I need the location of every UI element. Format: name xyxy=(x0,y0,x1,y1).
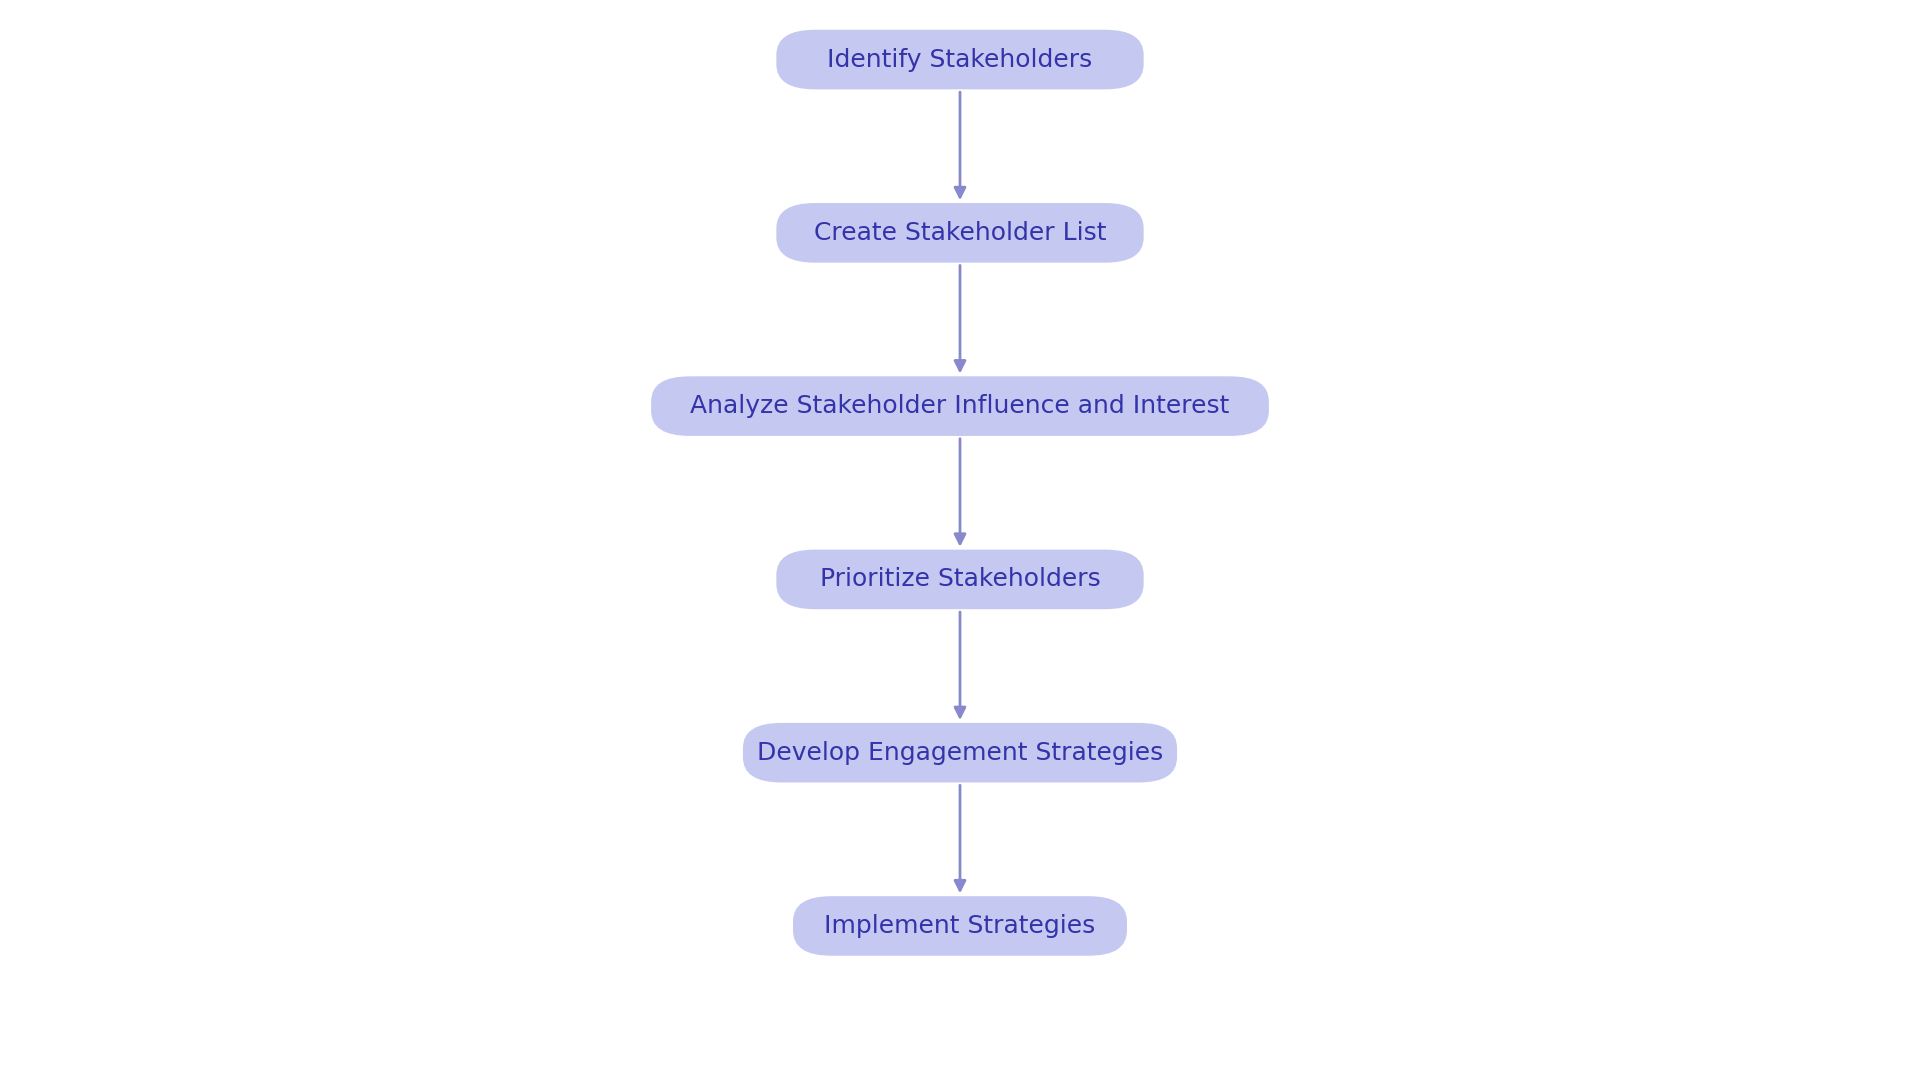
FancyBboxPatch shape xyxy=(651,377,1269,436)
FancyBboxPatch shape xyxy=(743,723,1177,782)
Text: Implement Strategies: Implement Strategies xyxy=(824,914,1096,938)
Text: Prioritize Stakeholders: Prioritize Stakeholders xyxy=(820,567,1100,591)
FancyBboxPatch shape xyxy=(776,549,1144,609)
Text: Create Stakeholder List: Create Stakeholder List xyxy=(814,221,1106,245)
FancyBboxPatch shape xyxy=(776,204,1144,263)
Text: Analyze Stakeholder Influence and Interest: Analyze Stakeholder Influence and Intere… xyxy=(691,394,1229,418)
Text: Identify Stakeholders: Identify Stakeholders xyxy=(828,48,1092,71)
Text: Develop Engagement Strategies: Develop Engagement Strategies xyxy=(756,741,1164,765)
FancyBboxPatch shape xyxy=(793,897,1127,955)
FancyBboxPatch shape xyxy=(776,30,1144,90)
